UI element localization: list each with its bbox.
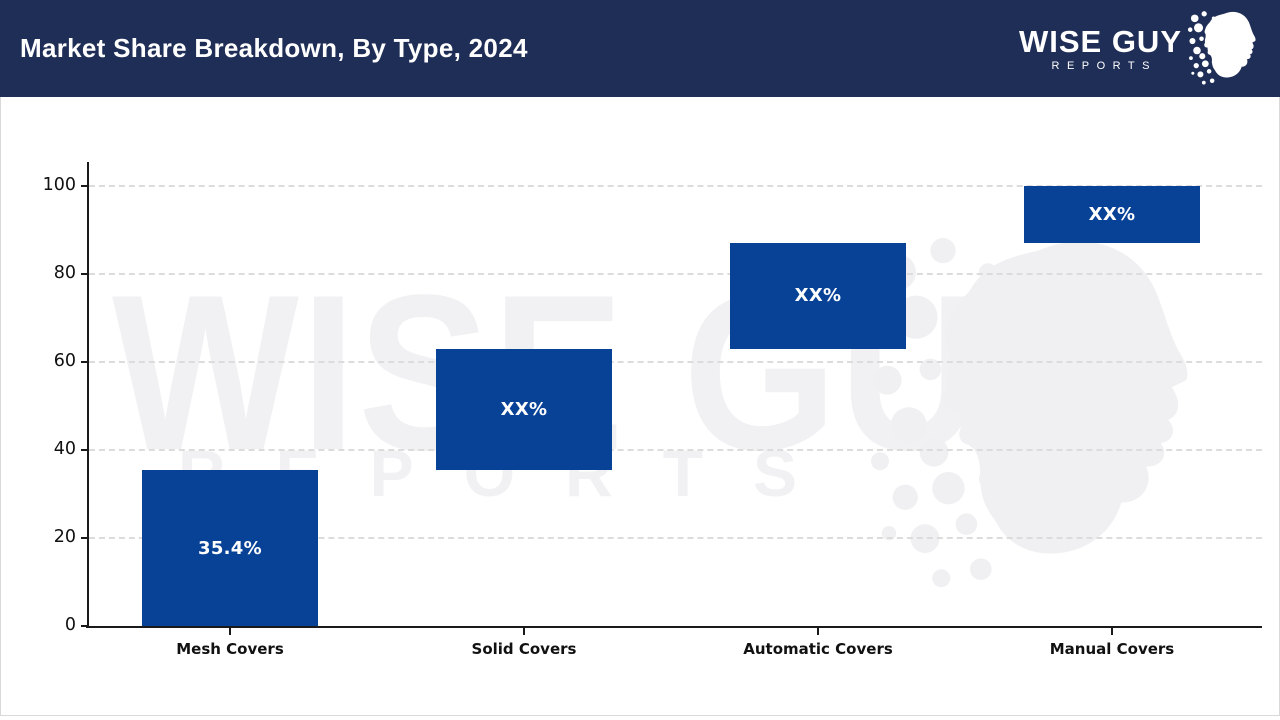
waterfall-bar-solid-covers[interactable]: XX%: [436, 348, 612, 471]
y-axis-tickmark: [81, 361, 88, 363]
y-axis-tickmark: [81, 185, 88, 187]
waterfall-bar-mesh-covers[interactable]: 35.4%: [142, 470, 318, 626]
x-axis-tickmark: [229, 628, 231, 635]
y-axis-tickmark: [81, 273, 88, 275]
waterfall-bar-manual-covers[interactable]: XX%: [1024, 186, 1200, 244]
brand-face-icon: [1187, 10, 1256, 85]
x-axis-category-label: Manual Covers: [1049, 640, 1175, 658]
y-axis-tick-label: 0: [64, 615, 76, 635]
y-axis-tick-label: 60: [53, 351, 76, 371]
x-axis-category-label: Automatic Covers: [743, 640, 893, 658]
y-axis-tick-label: 20: [53, 527, 76, 547]
y-axis-tick-label: 80: [53, 263, 76, 283]
brand-logo: WISE GUY REPORTS: [1019, 7, 1266, 91]
x-axis-category-label: Mesh Covers: [176, 640, 284, 658]
x-axis-tickmark: [1111, 628, 1113, 635]
bar-value-label: XX%: [500, 399, 548, 421]
x-axis-tickmark: [523, 628, 525, 635]
x-axis-category-label: Solid Covers: [471, 640, 577, 658]
brand-logo-text: WISE GUY REPORTS: [1019, 26, 1182, 72]
gridline-60: [89, 361, 1262, 363]
brand-subtitle: REPORTS: [1051, 59, 1157, 72]
y-axis-tick-label: 100: [42, 175, 76, 195]
gridline-40: [89, 449, 1262, 451]
x-axis-line: [86, 626, 1262, 628]
bar-value-label: XX%: [794, 285, 842, 307]
y-axis-tickmark: [81, 537, 88, 539]
gridline-100: [89, 185, 1262, 187]
header-bar: Market Share Breakdown, By Type, 2024 WI…: [0, 0, 1280, 97]
bar-value-label: 35.4%: [198, 537, 262, 559]
gridline-80: [89, 273, 1262, 275]
x-axis-tickmark: [817, 628, 819, 635]
y-axis-tick-label: 40: [53, 439, 76, 459]
y-axis-line: [87, 162, 89, 628]
y-axis-tickmark: [81, 625, 88, 627]
waterfall-bar-automatic-covers[interactable]: XX%: [730, 243, 906, 349]
y-axis-tickmark: [81, 449, 88, 451]
bar-value-label: XX%: [1088, 204, 1136, 226]
brand-name: WISE GUY: [1018, 23, 1182, 59]
gridline-20: [89, 537, 1262, 539]
page-title: Market Share Breakdown, By Type, 2024: [20, 33, 528, 63]
